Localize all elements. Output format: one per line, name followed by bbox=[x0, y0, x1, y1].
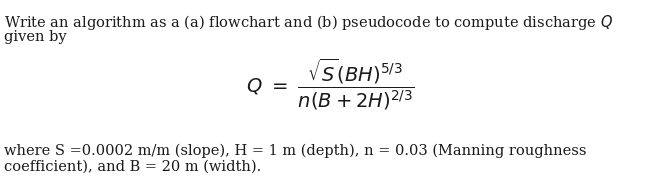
Text: Write an algorithm as a (a) flowchart and (b) pseudocode to compute discharge $Q: Write an algorithm as a (a) flowchart an… bbox=[4, 13, 613, 32]
Text: $Q \ = \ \dfrac{\sqrt{S}(BH)^{5/3}}{n(B+2H)^{2/3}}$: $Q \ = \ \dfrac{\sqrt{S}(BH)^{5/3}}{n(B+… bbox=[246, 56, 414, 112]
Text: given by: given by bbox=[4, 30, 67, 44]
Text: coefficient), and B = 20 m (width).: coefficient), and B = 20 m (width). bbox=[4, 160, 261, 174]
Text: where S =0.0002 m/m (slope), H = 1 m (depth), n = 0.03 (Manning roughness: where S =0.0002 m/m (slope), H = 1 m (de… bbox=[4, 144, 586, 158]
